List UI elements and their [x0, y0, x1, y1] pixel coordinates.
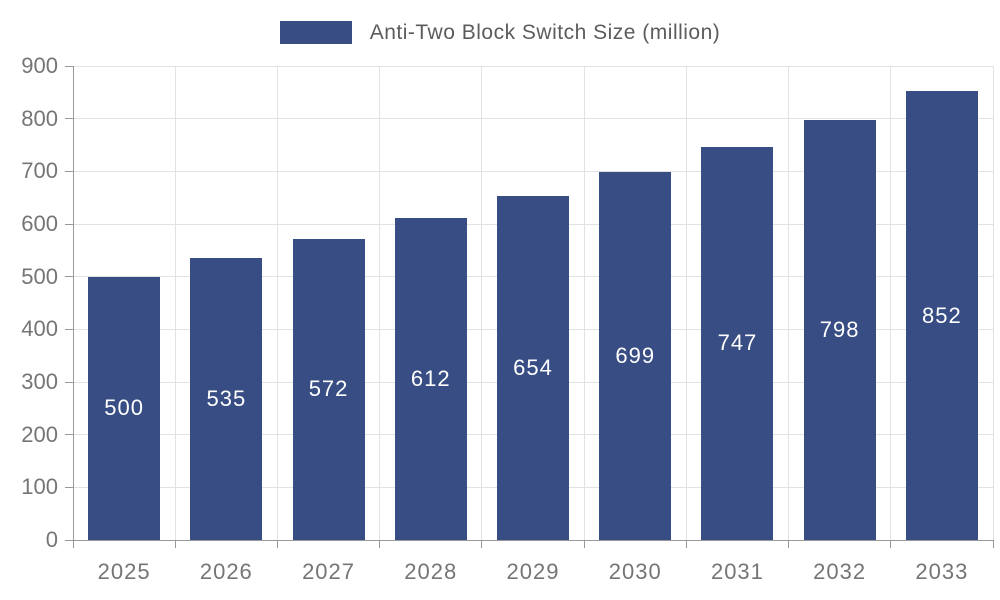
bar-value-label: 612 [410, 365, 451, 391]
x-axis-label: 2029 [506, 559, 560, 584]
x-axis-tick [379, 540, 381, 548]
x-axis-label: 2026 [199, 559, 253, 584]
x-axis-label: 2032 [813, 559, 867, 584]
bar-value-label: 747 [717, 330, 758, 356]
x-axis-label: 2028 [404, 559, 458, 584]
x-axis-tick [481, 540, 483, 548]
bar-2033[interactable]: 852 [905, 91, 978, 540]
x-axis-tick [174, 540, 176, 548]
gridline-vertical [481, 66, 483, 540]
bar-value-label: 572 [308, 376, 349, 402]
bar-2027[interactable]: 572 [292, 238, 365, 540]
y-axis-tick [65, 65, 73, 67]
y-axis-tick [65, 118, 73, 120]
y-axis-line [72, 66, 74, 548]
y-axis-label: 0 [45, 527, 58, 552]
y-axis-label: 800 [21, 105, 58, 131]
gridline-horizontal [73, 118, 993, 120]
y-axis-label: 100 [21, 474, 58, 500]
y-axis-tick [65, 276, 73, 278]
gridline-vertical [379, 66, 381, 540]
bar-2026[interactable]: 535 [190, 258, 263, 540]
bar-value-label: 852 [922, 302, 962, 328]
legend-swatch [279, 21, 352, 44]
x-axis-label: 2025 [97, 559, 151, 584]
x-axis-label: 2027 [302, 559, 356, 584]
x-axis-tick [685, 540, 687, 548]
legend-item[interactable]: Anti-Two Block Switch Size (million) [0, 21, 1000, 44]
bar-value-label: 699 [615, 342, 656, 368]
bar-2030[interactable]: 699 [599, 171, 672, 540]
bar-value-label: 654 [513, 354, 553, 380]
x-axis-tick [583, 540, 585, 548]
y-axis-tick [65, 381, 73, 383]
y-axis-label: 700 [21, 158, 58, 184]
bar-2031[interactable]: 747 [701, 146, 774, 540]
y-axis-label: 500 [21, 263, 58, 289]
legend-label: Anti-Two Block Switch Size (million) [369, 20, 721, 44]
x-axis-tick [276, 540, 278, 548]
gridline-vertical [685, 66, 687, 540]
bar-2028[interactable]: 612 [394, 217, 467, 540]
gridline-horizontal [73, 65, 993, 67]
x-axis-label: 2033 [915, 559, 969, 584]
gridline-horizontal [73, 170, 993, 172]
y-axis-label: 300 [21, 369, 58, 394]
y-axis-label: 600 [21, 211, 58, 236]
gridline-vertical [583, 66, 585, 540]
x-axis-label: 2031 [710, 559, 764, 584]
gridline-vertical [276, 66, 278, 540]
y-axis-label: 400 [21, 316, 58, 342]
gridline-vertical [890, 66, 892, 540]
bar-2029[interactable]: 654 [497, 195, 569, 540]
y-axis-tick [65, 328, 73, 330]
y-axis-label: 200 [21, 421, 58, 447]
y-axis-tick [65, 223, 73, 225]
x-axis-label: 2030 [608, 559, 662, 584]
x-axis-tick [788, 540, 790, 548]
bar-value-label: 798 [819, 316, 860, 342]
y-axis-tick [65, 434, 73, 436]
x-axis-line [65, 539, 993, 541]
bar-value-label: 500 [104, 395, 144, 421]
bar-2025[interactable]: 500 [88, 276, 161, 540]
gridline-vertical [992, 66, 994, 540]
bar-2032[interactable]: 798 [803, 119, 876, 540]
gridline-vertical [174, 66, 176, 540]
x-axis-tick [992, 540, 994, 548]
gridline-vertical [788, 66, 790, 540]
bar-value-label: 535 [206, 386, 247, 412]
x-axis-tick [890, 540, 892, 548]
y-axis-label: 900 [21, 53, 58, 78]
y-axis-tick [65, 486, 73, 488]
y-axis-tick [65, 170, 73, 172]
